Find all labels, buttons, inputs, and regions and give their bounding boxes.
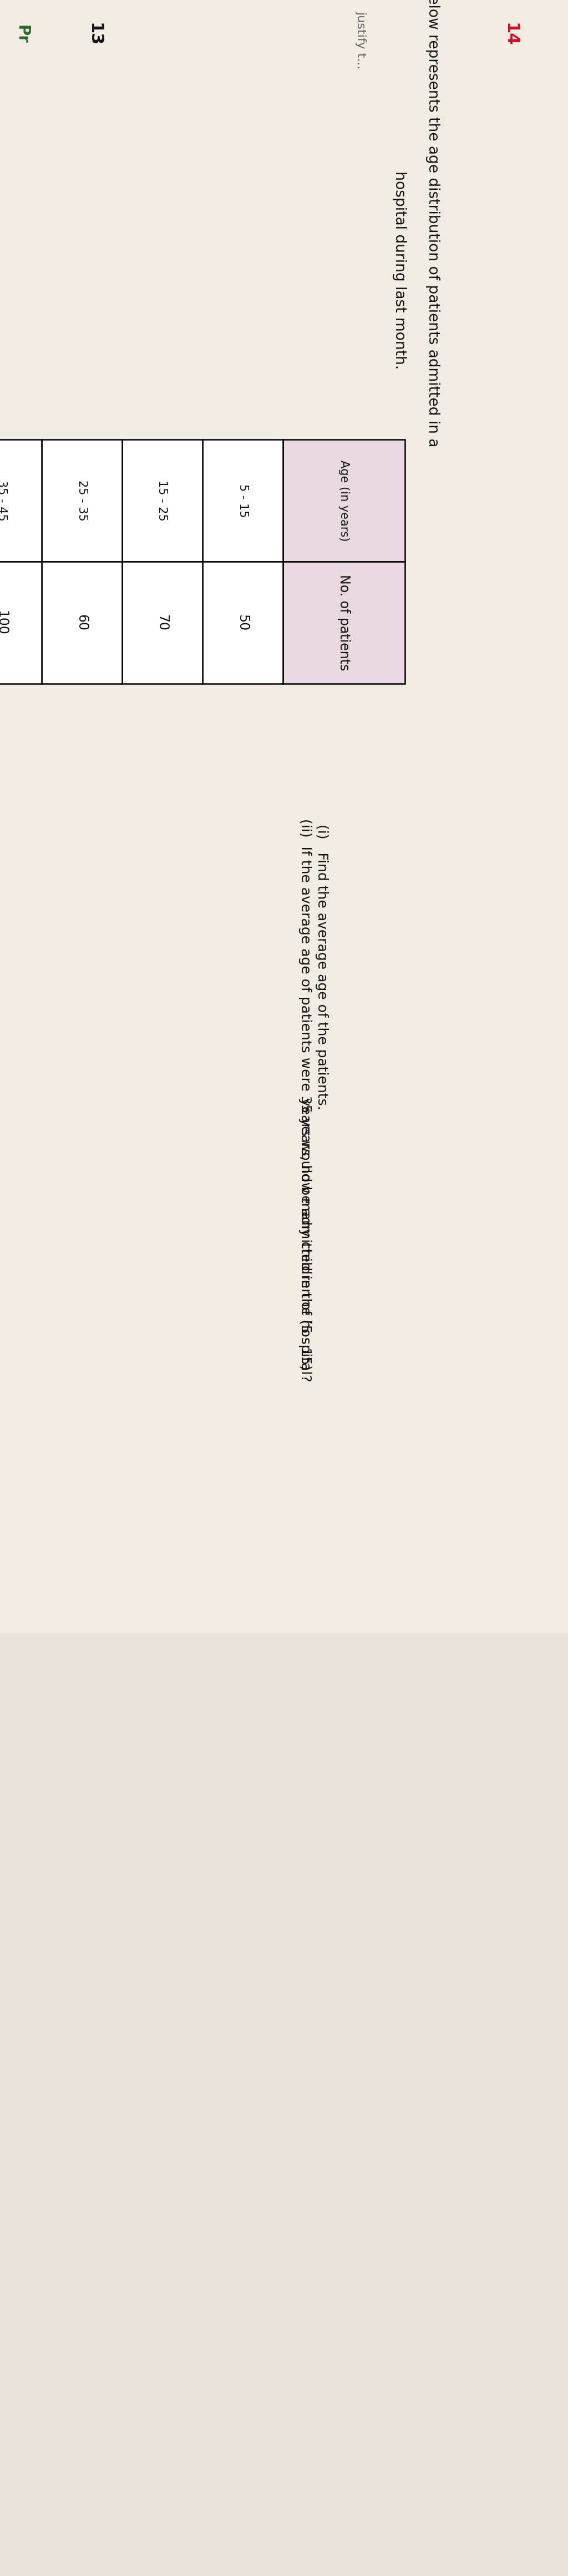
Text: hospital during last month.: hospital during last month. (392, 144, 407, 368)
Bar (0, 0, 568, 1633)
Text: 35 - 45: 35 - 45 (0, 479, 7, 520)
Bar (202, 440, 283, 562)
Text: Age (in years): Age (in years) (339, 461, 349, 541)
Text: 50: 50 (236, 613, 249, 631)
Text: 15 - 25: 15 - 25 (157, 479, 168, 520)
Text: 100: 100 (0, 611, 8, 636)
Text: justify t...: justify t... (355, 10, 366, 70)
Bar (41, 440, 122, 562)
Bar (0, 440, 41, 562)
Text: No. of patients: No. of patients (337, 574, 350, 670)
Text: Pr: Pr (14, 26, 30, 44)
Text: 70: 70 (156, 613, 169, 631)
Bar (283, 440, 405, 562)
Bar (0, 1633, 568, 2576)
Bar (0, 562, 41, 683)
Text: years would be admitted in the hospital?: years would be admitted in the hospital? (298, 1061, 312, 1381)
Text: (ii)  If the average age of patients were 35 years, how many children of (5 - 15: (ii) If the average age of patients were… (298, 819, 312, 1370)
Bar (122, 562, 202, 683)
Bar (283, 562, 405, 683)
Text: 14: 14 (502, 23, 519, 46)
Text: 25 - 35: 25 - 35 (76, 479, 87, 520)
Text: (i)   Find the average age of the patients.: (i) Find the average age of the patients… (315, 824, 328, 1110)
Text: 13: 13 (86, 23, 102, 46)
Bar (41, 562, 122, 683)
Bar (122, 440, 202, 562)
Bar (202, 562, 283, 683)
Text: 60: 60 (75, 613, 89, 631)
Text: 5 - 15: 5 - 15 (237, 484, 248, 518)
Text: c)  The table given below represents the age distribution of patients admitted i: c) The table given below represents the … (425, 0, 440, 446)
